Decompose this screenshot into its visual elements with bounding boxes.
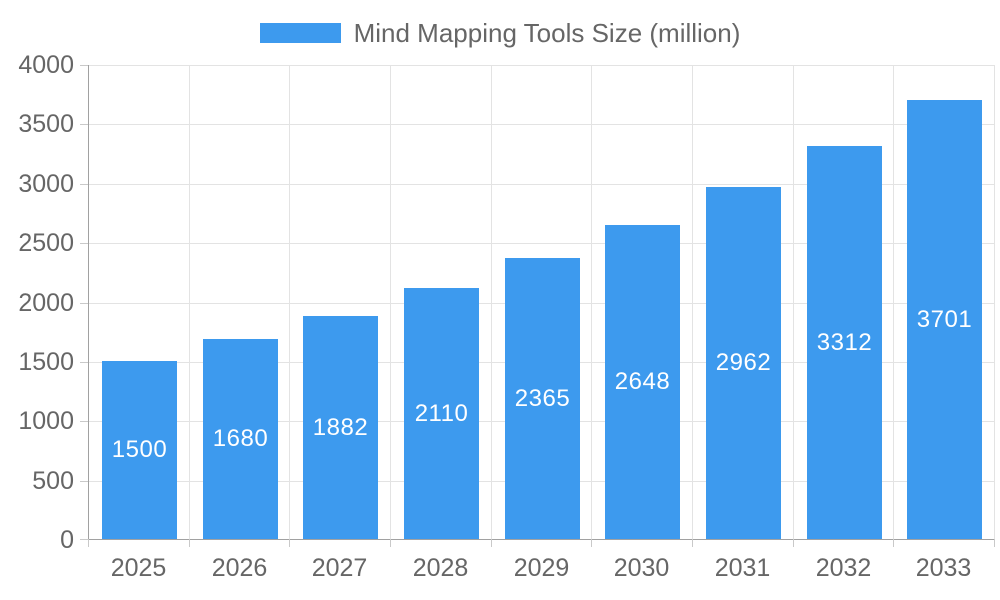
bar-value-label: 3312 (816, 328, 873, 356)
plot-area: 1500 1680 1882 2110 2365 2648 2962 3312 3701 (80, 65, 995, 547)
legend-label: Mind Mapping Tools Size (million) (353, 18, 741, 48)
y-axis-tick (80, 65, 88, 66)
y-axis-tick-label: 3500 (18, 110, 74, 138)
x-axis-tick (289, 539, 290, 547)
gridline-vertical (491, 65, 492, 539)
y-axis-tick-label: 4000 (18, 51, 74, 79)
y-axis-tick-label: 0 (60, 526, 74, 554)
x-axis-label: 2029 (513, 554, 570, 582)
x-axis-tick (591, 539, 592, 547)
gridline-vertical (893, 65, 894, 539)
y-axis-tick (80, 421, 88, 422)
bar-value-label: 1680 (212, 425, 269, 452)
x-axis-label: 2027 (311, 554, 368, 582)
y-axis-tick (80, 243, 88, 244)
x-axis-tick (491, 539, 492, 547)
y-axis-tick (80, 184, 88, 185)
bar-2027[interactable]: 1882 (303, 316, 378, 539)
gridline-vertical (793, 65, 794, 539)
bar-2032[interactable]: 3312 (807, 146, 882, 539)
y-axis-tick-label: 1500 (18, 348, 74, 376)
gridline-vertical (390, 65, 391, 539)
y-axis-labels: 0 500 1000 1500 2000 2500 3000 3500 4000 (0, 51, 74, 554)
x-axis-tick (189, 539, 190, 547)
x-axis-tick (390, 539, 391, 547)
x-axis-label: 2028 (412, 554, 469, 582)
bar-2025[interactable]: 1500 (102, 361, 177, 539)
gridline-horizontal (89, 65, 994, 66)
x-axis-label: 2032 (815, 554, 872, 582)
y-axis-tick-label: 2000 (18, 289, 74, 317)
y-axis-tick (80, 539, 88, 540)
bar-value-label: 1500 (111, 436, 168, 463)
bar-2029[interactable]: 2365 (505, 258, 580, 539)
gridline-vertical (591, 65, 592, 539)
bar-value-label: 2110 (414, 399, 469, 427)
bar-2028[interactable]: 2110 (404, 288, 479, 539)
x-axis-label: 2031 (714, 554, 771, 582)
x-axis-label: 2033 (915, 554, 972, 582)
gridline-vertical (994, 65, 995, 539)
x-axis-tick (793, 539, 794, 547)
gridline-horizontal (89, 243, 994, 244)
x-axis-label: 2030 (613, 554, 670, 582)
gridline-vertical (692, 65, 693, 539)
chart-legend[interactable]: Mind Mapping Tools Size (million) (0, 20, 1000, 46)
gridline-horizontal (89, 124, 994, 125)
bar-2030[interactable]: 2648 (605, 225, 680, 539)
x-axis-tick (994, 539, 995, 547)
y-axis-tick (80, 481, 88, 482)
x-axis-tick (692, 539, 693, 547)
x-axis-tick (893, 539, 894, 547)
y-axis-tick (80, 303, 88, 304)
bar-2026[interactable]: 1680 (203, 339, 278, 539)
bar-value-label: 1882 (312, 413, 369, 441)
bar-value-label: 2962 (715, 349, 772, 376)
bar-value-label: 2648 (614, 368, 671, 395)
x-axis-label: 2025 (110, 554, 167, 582)
gridline-vertical (289, 65, 290, 539)
gridline-vertical (189, 65, 190, 539)
y-axis-tick (80, 124, 88, 125)
y-axis-tick (80, 362, 88, 363)
y-axis-tick-label: 2500 (18, 229, 74, 257)
x-axis-label: 2026 (211, 554, 268, 582)
gridline-horizontal (89, 184, 994, 185)
x-axis-labels: 2025 2026 2027 2028 2029 2030 2031 2032 2033 (88, 550, 994, 586)
bar-2033[interactable]: 3701 (907, 100, 982, 539)
x-axis-tick (88, 539, 89, 547)
bar-value-label: 3701 (916, 305, 973, 333)
y-axis-tick-label: 1000 (18, 407, 74, 435)
bar-value-label: 2365 (514, 384, 571, 412)
bar-2031[interactable]: 2962 (706, 187, 781, 539)
y-axis-tick-label: 3000 (18, 170, 74, 198)
y-axis-tick-label: 500 (32, 467, 74, 495)
legend-swatch (259, 23, 341, 43)
